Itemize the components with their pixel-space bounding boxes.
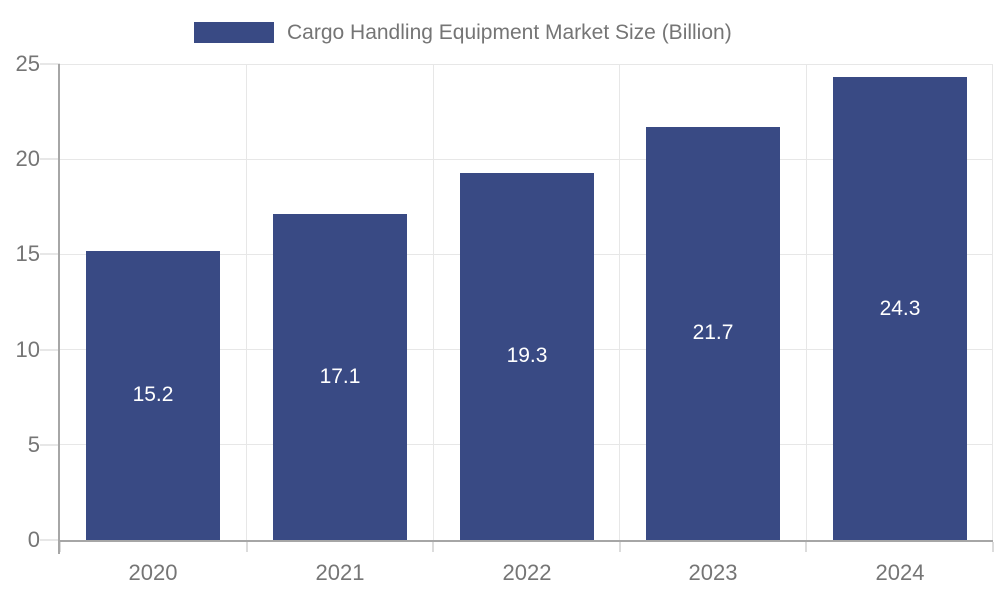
gridline-h <box>60 63 993 65</box>
x-tick-label: 2023 <box>688 560 738 585</box>
bar <box>460 172 594 540</box>
gridline-v <box>246 64 248 540</box>
bar <box>86 250 220 540</box>
gridline-v <box>805 64 807 540</box>
gridline-h <box>60 158 993 160</box>
bar <box>273 214 407 540</box>
y-tick-label: 20 <box>15 146 40 172</box>
x-axis-tick <box>805 542 808 552</box>
gridline-v <box>619 64 621 540</box>
y-axis-tick <box>40 253 60 256</box>
y-tick-label: 0 <box>27 527 40 552</box>
x-axis-tick <box>59 542 61 552</box>
x-axis-tick <box>245 542 248 552</box>
x-axis-tick <box>618 542 621 552</box>
bar-value-label: 19.3 <box>506 344 548 367</box>
y-tick-label: 5 <box>27 431 40 457</box>
x-axis-tick <box>432 542 435 552</box>
x-tick-label: 2021 <box>315 560 365 585</box>
bar-value-label: 17.1 <box>319 365 361 388</box>
y-axis-tick <box>40 539 60 541</box>
x-tick-label: 2022 <box>502 560 552 585</box>
legend-swatch <box>194 22 274 43</box>
y-tick-label: 25 <box>15 51 40 76</box>
y-axis-line <box>58 64 60 554</box>
y-tick-label: 15 <box>15 241 40 267</box>
bar-value-label: 24.3 <box>879 297 921 320</box>
legend-label: Cargo Handling Equipment Market Size (Bi… <box>287 21 732 44</box>
x-tick-label: 2020 <box>128 560 178 585</box>
x-axis-tick <box>992 542 994 552</box>
bar-value-label: 21.7 <box>692 321 734 344</box>
y-axis-tick <box>40 63 60 65</box>
y-tick-label: 10 <box>15 336 40 362</box>
gridline-v <box>432 64 434 540</box>
y-axis-tick <box>40 348 60 351</box>
bar <box>833 77 967 540</box>
x-tick-label: 2024 <box>875 560 925 585</box>
bar-value-label: 15.2 <box>132 383 174 406</box>
x-axis-line <box>60 540 993 542</box>
legend: Cargo Handling Equipment Market Size (Bi… <box>194 21 732 44</box>
y-axis-tick <box>40 443 60 446</box>
plot-border-right <box>992 64 993 540</box>
bar <box>646 126 780 540</box>
y-axis-tick <box>40 158 60 161</box>
